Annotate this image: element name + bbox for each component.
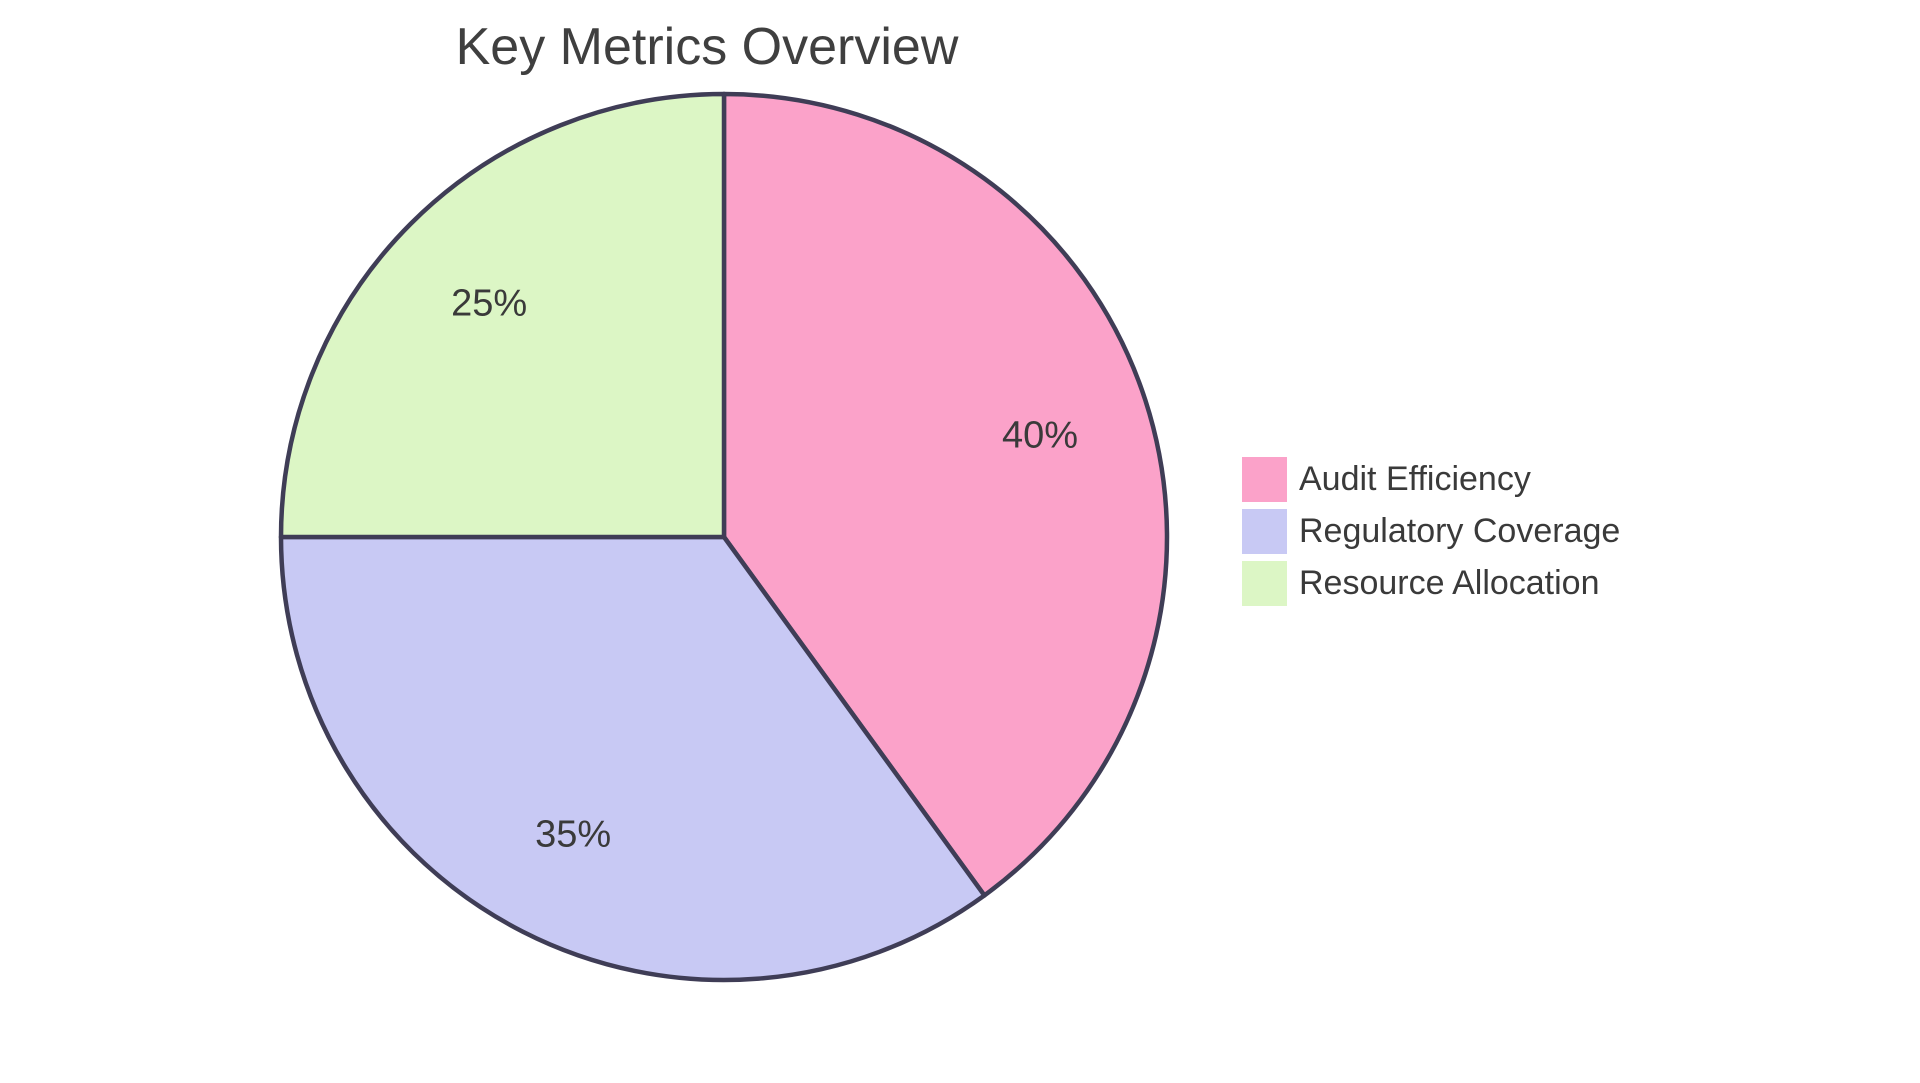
legend-swatch-regulatory-coverage: [1242, 509, 1287, 554]
legend-label-resource-allocation: Resource Allocation: [1299, 564, 1600, 602]
slice-label-audit-efficiency: 40%: [1002, 415, 1078, 457]
legend-swatch-audit-efficiency: [1242, 457, 1287, 502]
slice-label-resource-allocation: 25%: [451, 282, 527, 324]
pie-slice-regulatory-coverage: [278, 534, 987, 983]
chart-title: Key Metrics Overview: [456, 18, 959, 76]
pie-slices: [278, 91, 1170, 983]
legend: Audit Efficiency Regulatory Coverage Resou…: [1242, 457, 1620, 606]
legend-item-resource-allocation: Resource Allocation: [1242, 561, 1620, 606]
legend-item-audit-efficiency: Audit Efficiency: [1242, 457, 1620, 502]
legend-label-regulatory-coverage: Regulatory Coverage: [1299, 512, 1621, 550]
pie-slice-labels: 40% 35% 25%: [451, 282, 1078, 855]
pie-slice-audit-efficiency: [721, 91, 1170, 898]
legend-item-regulatory-coverage: Regulatory Coverage: [1242, 509, 1620, 554]
slice-label-regulatory-coverage: 35%: [535, 813, 611, 855]
legend-label-audit-efficiency: Audit Efficiency: [1299, 460, 1531, 498]
legend-swatch-resource-allocation: [1242, 561, 1287, 606]
pie-slice-resource-allocation: [278, 91, 727, 540]
